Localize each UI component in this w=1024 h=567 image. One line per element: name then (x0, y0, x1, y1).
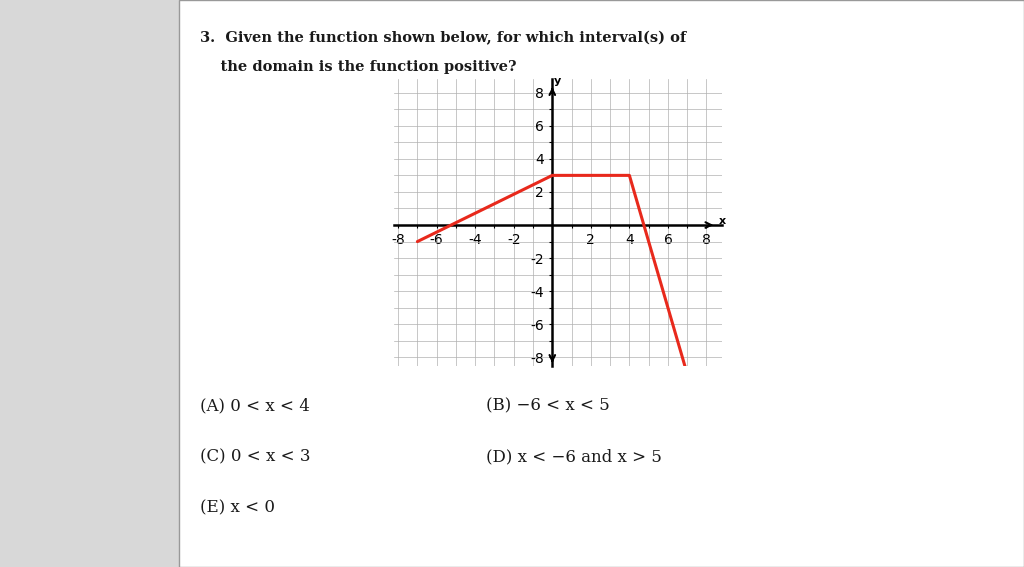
Text: 3.  Given the function shown below, for which interval(s) of: 3. Given the function shown below, for w… (200, 31, 686, 45)
Text: y: y (554, 76, 561, 86)
Text: (E) x < 0: (E) x < 0 (200, 499, 274, 516)
Text: the domain is the function positive?: the domain is the function positive? (200, 60, 516, 74)
Text: (D) x < −6 and x > 5: (D) x < −6 and x > 5 (486, 448, 663, 465)
Text: x: x (719, 216, 725, 226)
Text: (C) 0 < x < 3: (C) 0 < x < 3 (200, 448, 310, 465)
Text: (B) −6 < x < 5: (B) −6 < x < 5 (486, 397, 610, 414)
Text: (A) 0 < x < 4: (A) 0 < x < 4 (200, 397, 309, 414)
